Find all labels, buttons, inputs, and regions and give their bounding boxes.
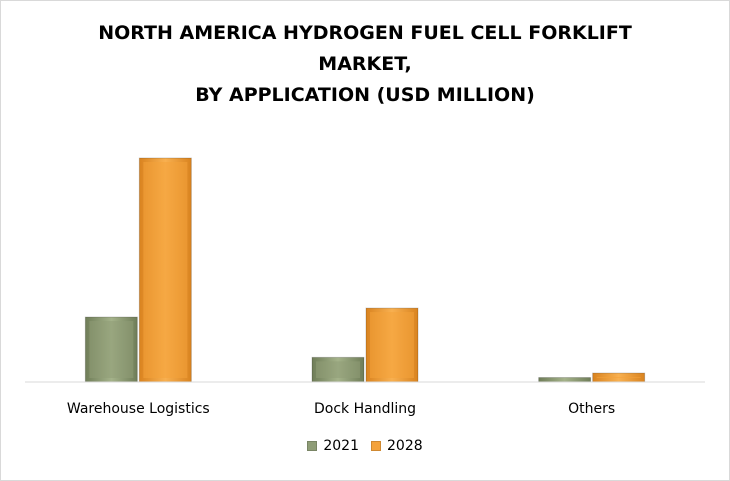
bar-2021-warehouse-logistics <box>84 316 138 383</box>
chart-title-line-3: BY APPLICATION (USD MILLION) <box>195 84 535 106</box>
legend-label: 2028 <box>387 438 423 454</box>
legend-label: 2021 <box>323 438 359 454</box>
category-label: Dock Handling <box>314 401 416 417</box>
legend-item-2021: 2021 <box>307 438 359 454</box>
category-labels: Warehouse Logistics Dock Handling Others <box>67 401 615 417</box>
category-label: Others <box>568 401 615 417</box>
legend-item-2028: 2028 <box>371 438 423 454</box>
bar-2028-others <box>592 372 646 383</box>
chart-title-line-1: NORTH AMERICA HYDROGEN FUEL CELL FORKLIF… <box>98 22 632 44</box>
legend-swatch <box>307 441 318 451</box>
legend-swatch <box>371 441 381 451</box>
category-label: Warehouse Logistics <box>67 401 210 417</box>
chart-title: NORTH AMERICA HYDROGEN FUEL CELL FORKLIF… <box>0 18 730 111</box>
chart-title-line-2: MARKET, <box>318 53 412 75</box>
bar-2028-dock-handling <box>365 307 419 383</box>
bar-2028-warehouse-logistics <box>138 157 192 383</box>
bar-2021-dock-handling <box>311 356 365 383</box>
bar-2021-others <box>538 377 592 383</box>
bars-group <box>84 157 646 383</box>
legend: 2021 2028 <box>0 438 730 454</box>
